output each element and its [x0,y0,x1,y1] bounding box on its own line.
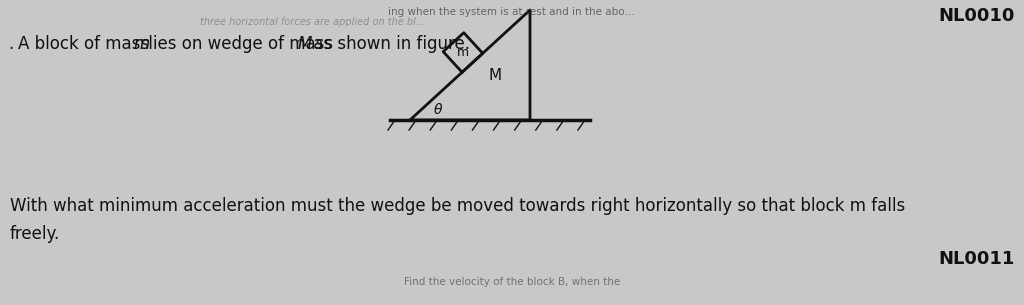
Text: A block of mass: A block of mass [18,35,155,53]
Text: Find the velocity of the block B, when the: Find the velocity of the block B, when t… [403,277,621,287]
Text: NL0011: NL0011 [939,250,1015,268]
Text: $\theta$: $\theta$ [433,102,443,117]
Text: m: m [457,46,469,59]
Text: M: M [488,67,502,82]
Text: .: . [8,35,13,53]
Text: freely.: freely. [10,225,60,243]
Text: m: m [133,35,150,53]
Text: M: M [298,35,312,53]
Text: ing when the system is at rest and in the abo…: ing when the system is at rest and in th… [388,7,636,17]
Text: as shown in figure.: as shown in figure. [308,35,470,53]
Text: lies on wedge of mass: lies on wedge of mass [143,35,338,53]
Text: NL0010: NL0010 [939,7,1015,25]
Text: three horizontal forces are applied on the bl...: three horizontal forces are applied on t… [200,17,425,27]
Text: With what minimum acceleration must the wedge be moved towards right horizontall: With what minimum acceleration must the … [10,197,905,215]
